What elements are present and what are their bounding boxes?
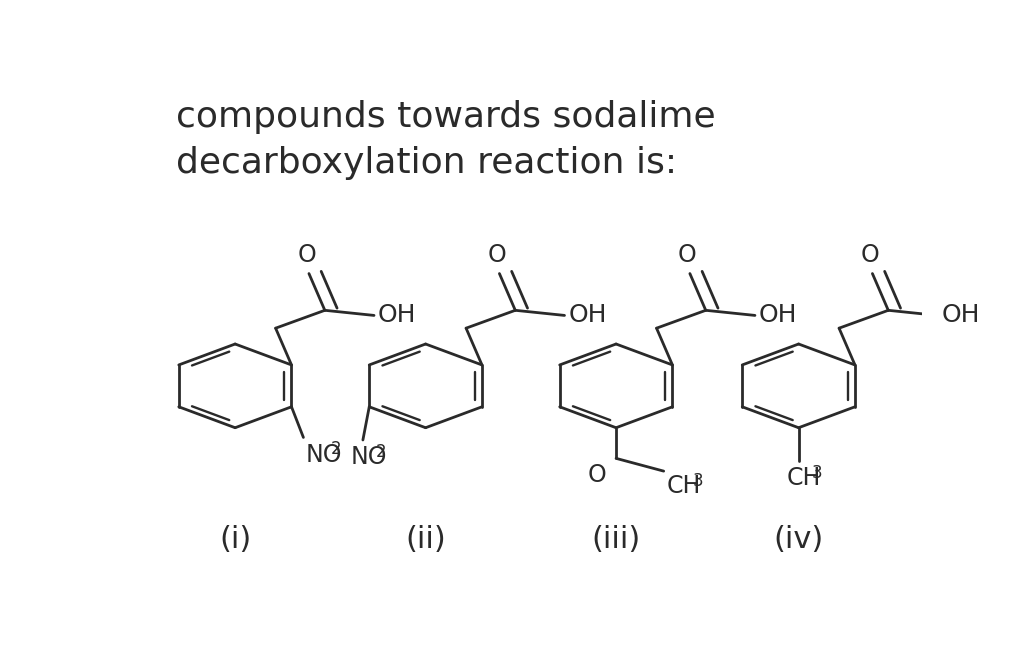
Text: decarboxylation reaction is:: decarboxylation reaction is: (176, 146, 677, 180)
Text: NO: NO (306, 442, 342, 467)
Text: O: O (297, 243, 316, 267)
Text: O: O (588, 463, 606, 487)
Text: O: O (487, 243, 507, 267)
Text: compounds towards sodalime: compounds towards sodalime (176, 100, 715, 134)
Text: (iii): (iii) (592, 525, 641, 554)
Text: CH: CH (667, 473, 701, 498)
Text: OH: OH (568, 304, 607, 328)
Text: (ii): (ii) (406, 525, 446, 554)
Text: (iv): (iv) (773, 525, 823, 554)
Text: 2: 2 (331, 440, 342, 459)
Text: 3: 3 (692, 471, 702, 490)
Text: O: O (678, 243, 697, 267)
Text: (i): (i) (219, 525, 251, 554)
Text: OH: OH (759, 304, 798, 328)
Text: O: O (860, 243, 880, 267)
Text: CH: CH (786, 466, 821, 490)
Text: OH: OH (378, 304, 417, 328)
Text: OH: OH (941, 304, 980, 328)
Text: 3: 3 (812, 464, 822, 482)
Text: NO: NO (350, 445, 387, 469)
Text: 2: 2 (376, 443, 386, 461)
